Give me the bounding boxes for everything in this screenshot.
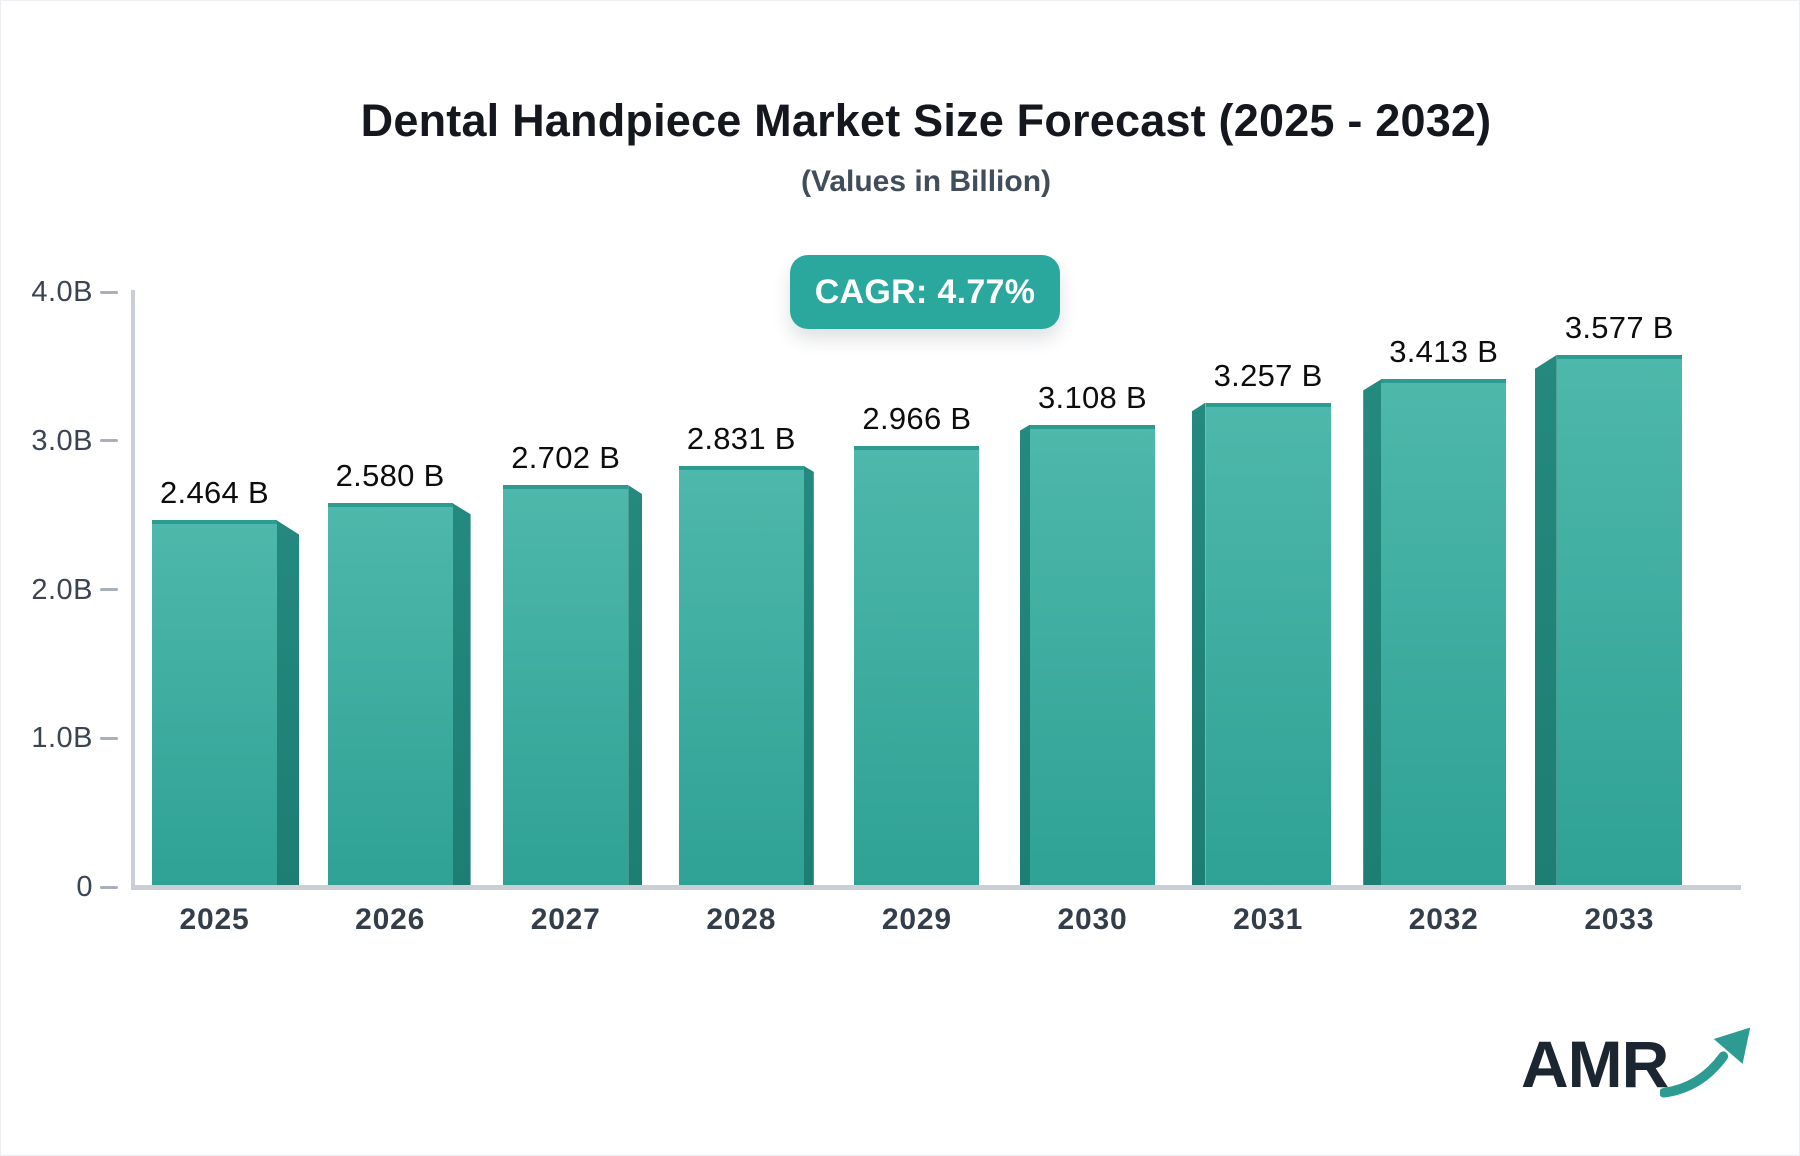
x-axis-label: 2026	[355, 903, 426, 936]
bar	[1205, 402, 1331, 887]
bar-value-label: 3.577 B	[1564, 309, 1674, 345]
y-tick-dash	[100, 736, 118, 740]
bar-side	[803, 465, 814, 887]
x-axis-label: 2033	[1584, 903, 1655, 936]
x-axis-label: 2030	[1057, 903, 1128, 936]
bar-side	[1191, 402, 1206, 887]
cagr-badge: CAGR: 4.77%	[790, 255, 1060, 329]
bar	[327, 503, 453, 887]
bar	[503, 485, 629, 887]
x-axis-line	[131, 885, 1741, 890]
bar	[152, 520, 277, 887]
x-axis-label: 2028	[706, 903, 777, 936]
x-axis-label: 2027	[530, 903, 601, 936]
bar	[854, 445, 980, 887]
bar-side	[1020, 424, 1030, 887]
y-tick-dash	[100, 439, 118, 443]
x-axis-label: 2029	[881, 903, 952, 936]
y-tick-label: 0	[76, 871, 93, 903]
y-tick-dash	[100, 290, 118, 294]
bar-side	[628, 485, 643, 887]
y-tick-label: 1.0B	[31, 722, 93, 755]
amr-logo: AMR	[1521, 1027, 1756, 1101]
bar-value-label: 2.966 B	[862, 400, 972, 436]
bar	[678, 465, 804, 887]
growth-arrow-icon	[1660, 1027, 1751, 1098]
chart-title: Dental Handpiece Market Size Forecast (2…	[360, 95, 1492, 146]
x-axis-label: 2032	[1408, 903, 1479, 936]
chart-subtitle: (Values in Billion)	[800, 165, 1052, 198]
bar-value-label: 2.580 B	[335, 458, 445, 494]
bar-value-label: 3.108 B	[1038, 379, 1147, 415]
bar-value-label: 3.413 B	[1389, 334, 1499, 370]
bar-side	[1534, 354, 1557, 887]
x-axis-label: 2031	[1233, 903, 1304, 936]
bar	[1556, 354, 1682, 887]
bar-side	[452, 503, 471, 887]
y-tick-label: 3.0B	[31, 424, 93, 457]
y-tick-label: 4.0B	[31, 276, 93, 308]
bar-side	[277, 520, 299, 887]
logo-text: AMR	[1521, 1027, 1669, 1101]
y-tick-label: 2.0B	[31, 573, 93, 606]
bar-value-label: 3.257 B	[1213, 357, 1323, 393]
bar	[1030, 424, 1155, 887]
y-tick-dash	[100, 588, 118, 591]
bar-side	[1363, 379, 1382, 887]
bar-value-label: 2.702 B	[511, 440, 621, 476]
bar	[1381, 379, 1507, 887]
bar-value-label: 2.464 B	[160, 475, 269, 511]
bar-value-label: 2.831 B	[686, 420, 796, 456]
x-axis-label: 2025	[179, 903, 250, 936]
y-axis-line	[131, 290, 135, 890]
y-tick-dash	[100, 885, 118, 889]
